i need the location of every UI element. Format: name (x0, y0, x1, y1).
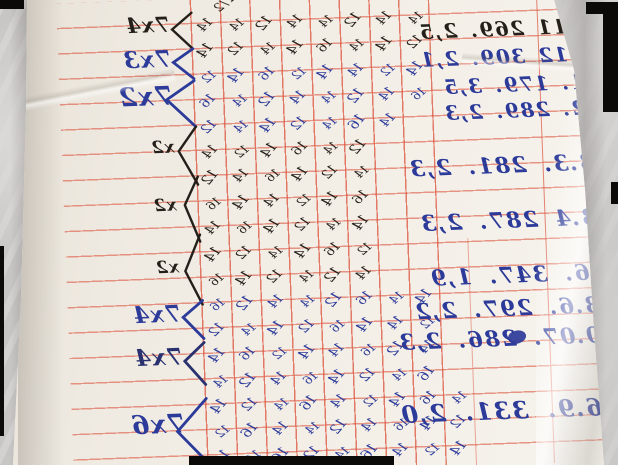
brace-mark (182, 341, 208, 386)
log-inr-value: 3,5 (442, 73, 483, 100)
log-number: 269. (469, 15, 525, 43)
brace-mark (164, 79, 198, 129)
log-number: 179. (493, 71, 550, 98)
log-number: 297. (472, 294, 533, 324)
photo-edge-artifact (603, 12, 618, 112)
brace-mark (184, 233, 204, 306)
brace-mark (170, 11, 195, 50)
log-inr-value: 2,3 (443, 99, 484, 126)
log-number: 289. (494, 97, 551, 124)
brace-mark (175, 397, 211, 465)
multiplier-label: 7x4 (131, 300, 182, 330)
multiplier-label: 7x4 (133, 343, 184, 373)
photo-edge-artifact (0, 246, 4, 436)
log-number: 347. (487, 261, 549, 290)
photo-edge-artifact (189, 456, 394, 465)
photo-edge-artifact (0, 0, 24, 9)
multiplier-label: x2 (154, 257, 180, 279)
photo-edge-artifact (586, 2, 618, 14)
log-inr-value: 2,3 (419, 209, 464, 238)
log-number: 281. (466, 151, 528, 181)
multiplier-label: x2 (150, 137, 175, 159)
log-inr-value: 2,3 (408, 154, 452, 183)
brace-mark (177, 125, 200, 186)
photo-edge-artifact (611, 182, 618, 204)
date-column-line (535, 0, 556, 464)
multiplier-label: 7x4 (124, 11, 171, 39)
brace-mark (181, 299, 206, 340)
log-number: 287. (478, 206, 539, 235)
multiplier-label: 7x6 (130, 409, 186, 442)
multiplier-label: x2 (152, 195, 178, 217)
brace-mark (183, 175, 202, 243)
brace-mark (171, 47, 196, 81)
